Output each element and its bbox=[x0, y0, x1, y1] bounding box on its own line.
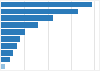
Bar bbox=[1, 36, 20, 42]
Bar bbox=[1, 57, 10, 62]
Bar bbox=[1, 64, 5, 69]
Bar bbox=[1, 43, 17, 49]
Bar bbox=[1, 22, 38, 28]
Bar bbox=[1, 9, 78, 14]
Bar bbox=[1, 2, 92, 7]
Bar bbox=[1, 29, 25, 35]
Bar bbox=[1, 15, 53, 21]
Bar bbox=[1, 50, 13, 56]
